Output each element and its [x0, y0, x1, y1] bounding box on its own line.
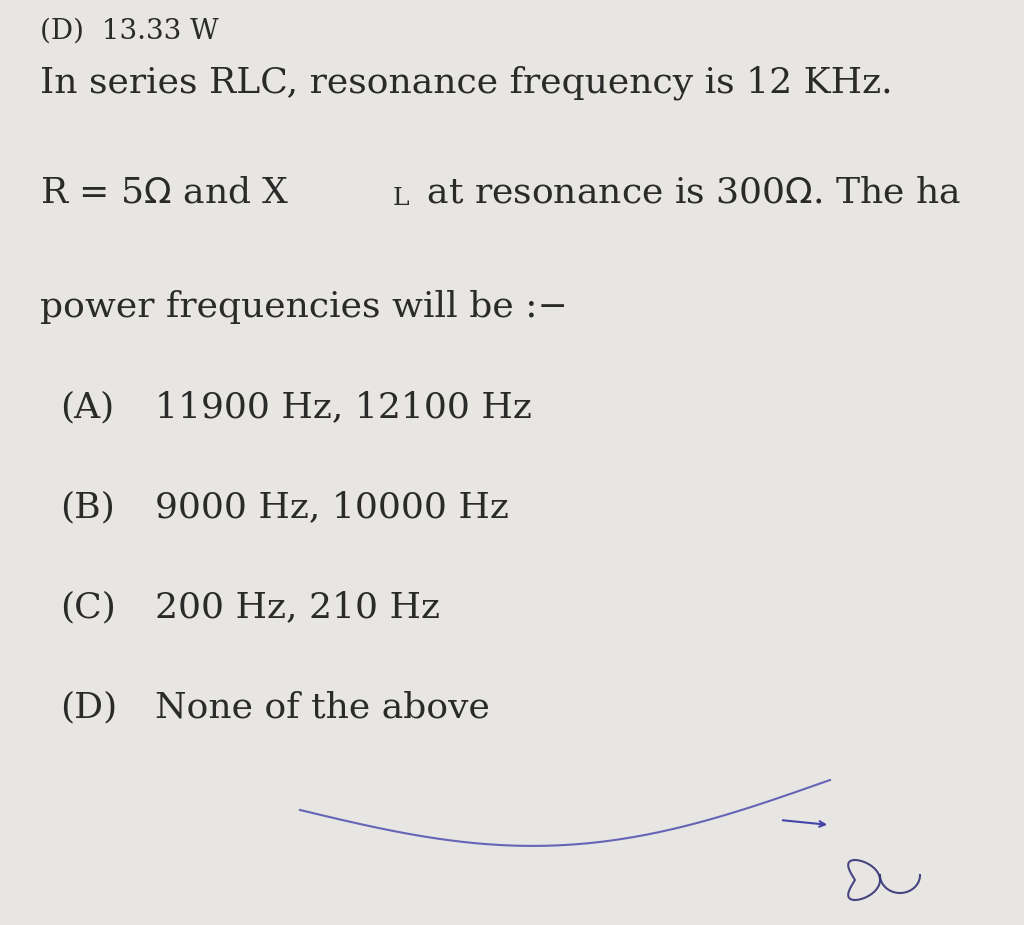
Text: 11900 Hz, 12100 Hz: 11900 Hz, 12100 Hz — [155, 390, 531, 424]
Text: (D)  13.33 W: (D) 13.33 W — [40, 18, 219, 45]
Text: (D): (D) — [60, 690, 118, 724]
Text: 200 Hz, 210 Hz: 200 Hz, 210 Hz — [155, 590, 440, 624]
Text: 9000 Hz, 10000 Hz: 9000 Hz, 10000 Hz — [155, 490, 509, 524]
Text: (C): (C) — [60, 590, 116, 624]
Text: (A): (A) — [60, 390, 115, 424]
Text: R = 5$\Omega$ and X: R = 5$\Omega$ and X — [40, 175, 290, 209]
Text: at resonance is 300$\Omega$. The ha: at resonance is 300$\Omega$. The ha — [415, 175, 962, 209]
Text: In series RLC, resonance frequency is 12 KHz.: In series RLC, resonance frequency is 12… — [40, 65, 893, 100]
Text: None of the above: None of the above — [155, 690, 489, 724]
Text: power frequencies will be :−: power frequencies will be :− — [40, 290, 567, 324]
Text: L: L — [393, 187, 410, 210]
Text: (B): (B) — [60, 490, 115, 524]
